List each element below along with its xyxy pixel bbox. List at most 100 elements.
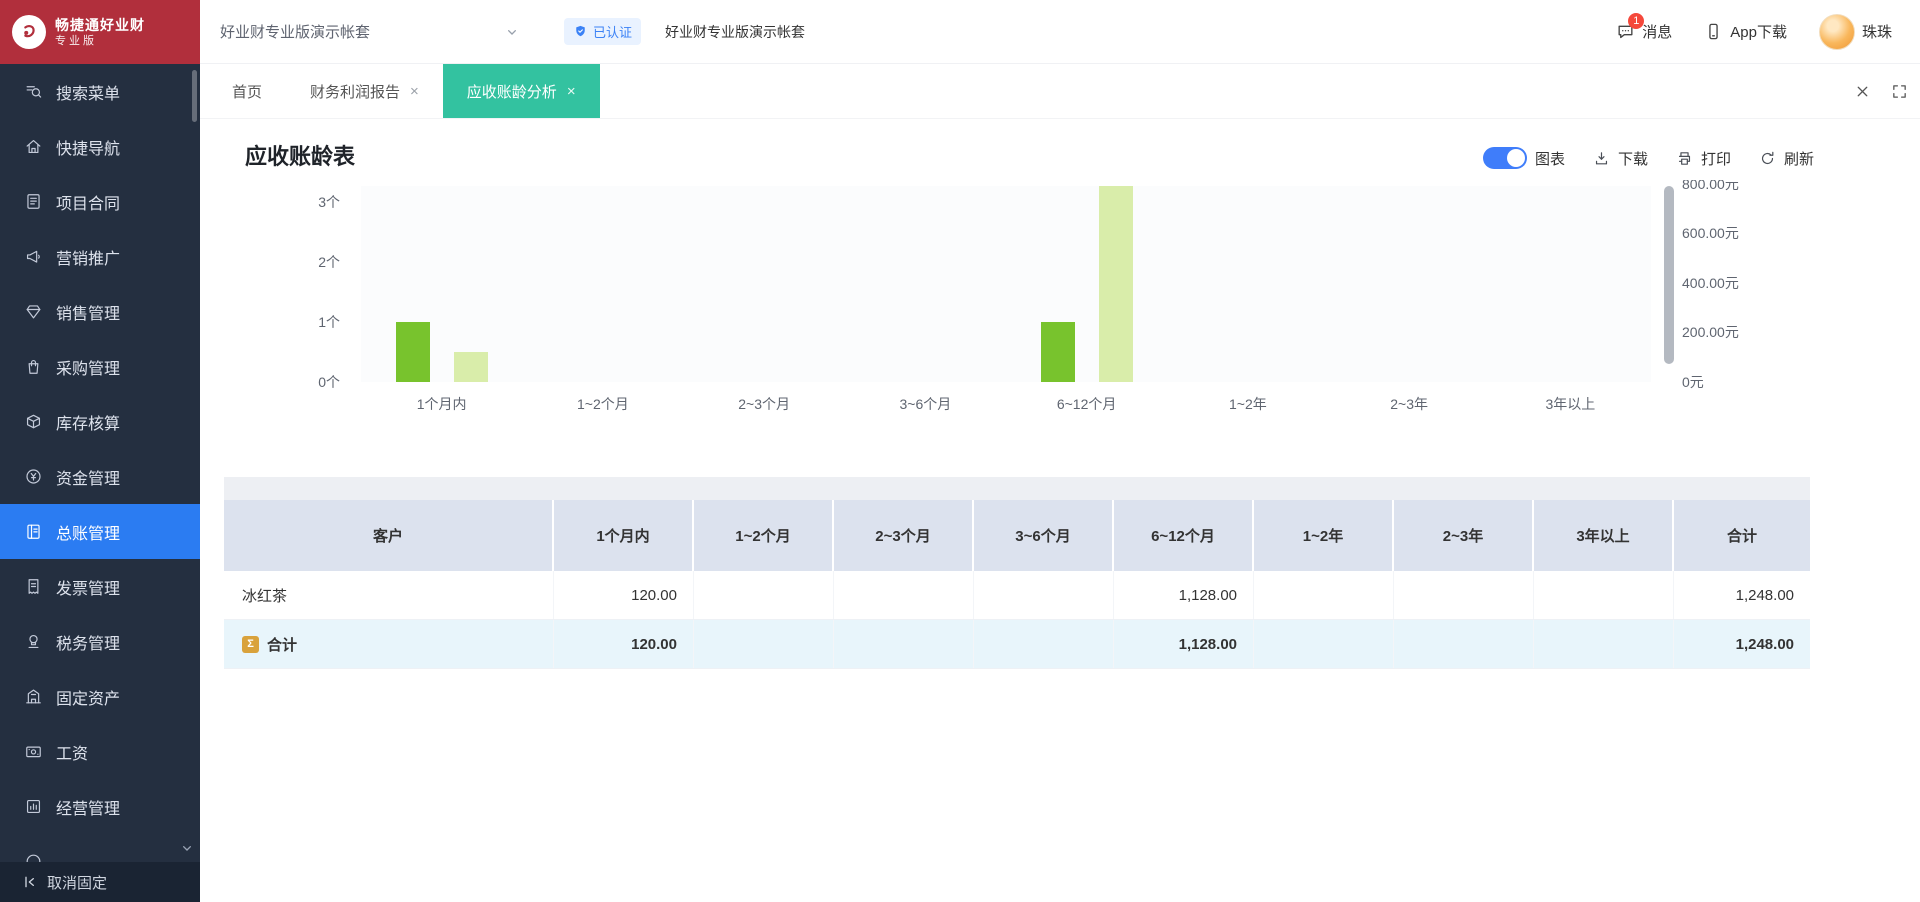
x-axis-label: 1个月内 bbox=[416, 396, 467, 412]
column-header: 2~3个月 bbox=[834, 500, 974, 571]
value-cell bbox=[1394, 571, 1534, 619]
chart-scrollbar-thumb[interactable] bbox=[1664, 186, 1674, 364]
download-button[interactable]: 下载 bbox=[1593, 148, 1648, 169]
chart-toggle-label: 图表 bbox=[1534, 150, 1565, 168]
table-body: 冰红茶 120.00 1,128.00 1,248.00 Σ 合计 120.00 1,128.… bbox=[224, 571, 1810, 669]
message-bubble-icon: 1 bbox=[1616, 13, 1645, 41]
tab-label: 财务利润报告 bbox=[310, 83, 401, 101]
value-cell bbox=[974, 571, 1114, 619]
sum-icon: Σ bbox=[242, 635, 259, 653]
x-axis-label: 3年以上 bbox=[1545, 396, 1596, 412]
contract-icon bbox=[24, 192, 43, 211]
certified-badge: 已认证 bbox=[564, 18, 642, 45]
search-icon bbox=[24, 82, 43, 101]
tab-bar: 首页 财务利润报告 × 应收账龄分析 × bbox=[200, 64, 1920, 119]
sidebar-scrollbar-thumb[interactable] bbox=[192, 70, 197, 122]
y-axis-left-tick: 0个 bbox=[318, 374, 340, 390]
column-header: 6~12个月 bbox=[1114, 500, 1254, 571]
column-header: 3年以上 bbox=[1534, 500, 1674, 571]
print-button[interactable]: 打印 bbox=[1676, 148, 1731, 169]
total-value-cell bbox=[1534, 620, 1674, 668]
app-download-label: App下载 bbox=[1730, 24, 1787, 41]
messages-button[interactable]: 1 消息 bbox=[1616, 13, 1673, 42]
tab-label: 首页 bbox=[232, 83, 263, 101]
account-switcher-dropdown[interactable]: 好业财专业版演示帐套 bbox=[220, 21, 520, 42]
sidebar-item-12[interactable]: 工资 bbox=[0, 724, 200, 779]
messages-label: 消息 bbox=[1642, 24, 1673, 41]
total-label: 合计 bbox=[267, 636, 298, 654]
sidebar-item-5[interactable]: 采购管理 bbox=[0, 339, 200, 394]
sidebar-item-label: 销售管理 bbox=[56, 305, 121, 323]
x-axis-label: 2~3年 bbox=[1390, 396, 1428, 412]
x-axis-label: 1~2个月 bbox=[577, 396, 629, 412]
app-download-button[interactable]: App下载 bbox=[1704, 21, 1787, 42]
total-value-cell bbox=[1254, 620, 1394, 668]
value-cell bbox=[1254, 571, 1394, 619]
fullscreen-icon[interactable] bbox=[1891, 83, 1908, 100]
column-header: 2~3年 bbox=[1394, 500, 1534, 571]
value-cell: 120.00 bbox=[554, 571, 694, 619]
sidebar-item-1[interactable]: 快捷导航 bbox=[0, 119, 200, 174]
sidebar-item-label: 资金管理 bbox=[56, 470, 121, 488]
sidebar-item-4[interactable]: 销售管理 bbox=[0, 284, 200, 339]
column-header: 1~2年 bbox=[1254, 500, 1394, 571]
toggle-switch-on[interactable] bbox=[1482, 147, 1527, 169]
user-name: 珠珠 bbox=[1861, 24, 1892, 41]
sidebar-item-10[interactable]: 税务管理 bbox=[0, 614, 200, 669]
sidebar-item-11[interactable]: 固定资产 bbox=[0, 669, 200, 724]
circle-icon bbox=[24, 852, 43, 862]
close-icon[interactable] bbox=[1854, 83, 1871, 100]
value-cell bbox=[834, 571, 974, 619]
sidebar-item-2[interactable]: 项目合同 bbox=[0, 174, 200, 229]
download-label: 下载 bbox=[1617, 150, 1648, 168]
table-row[interactable]: 冰红茶 120.00 1,128.00 1,248.00 bbox=[224, 571, 1810, 620]
value-cell bbox=[1534, 571, 1674, 619]
tab-2-active[interactable]: 应收账龄分析 × bbox=[442, 64, 600, 118]
total-value-cell bbox=[834, 620, 974, 668]
sidebar-scroll-down-icon[interactable] bbox=[179, 840, 195, 856]
sidebar-item-7[interactable]: 资金管理 bbox=[0, 449, 200, 504]
sidebar: 畅捷通好业财 专业版 搜索菜单 快捷导航 项目合同 营销推广 销售管理 采购管理 库存核算资… bbox=[0, 0, 200, 902]
refresh-icon bbox=[1759, 150, 1776, 167]
section-divider bbox=[224, 477, 1810, 500]
tab-close-icon[interactable]: × bbox=[566, 82, 576, 100]
account-switcher-label: 好业财专业版演示帐套 bbox=[220, 24, 371, 41]
sidebar-item-label: 库存核算 bbox=[56, 415, 121, 433]
assets-icon bbox=[24, 687, 43, 706]
sidebar-item-partial[interactable] bbox=[0, 834, 200, 862]
sidebar-item-0[interactable]: 搜索菜单 bbox=[0, 64, 200, 119]
user-menu[interactable]: 珠珠 bbox=[1818, 13, 1892, 50]
total-value-cell: 1,128.00 bbox=[1114, 620, 1254, 668]
tab-close-icon[interactable]: × bbox=[410, 82, 419, 100]
bar-amount bbox=[453, 352, 488, 382]
sidebar-item-label: 快捷导航 bbox=[56, 140, 121, 158]
brand-subtitle: 专业版 bbox=[55, 35, 97, 47]
sidebar-menu: 搜索菜单快捷导航项目合同营销推广销售管理采购管理库存核算资金管理总账管理发票管理… bbox=[0, 64, 200, 862]
y-axis-left-tick: 2个 bbox=[318, 254, 340, 270]
sidebar-item-8[interactable]: 总账管理 bbox=[0, 504, 200, 559]
y-axis-left-tick: 1个 bbox=[318, 314, 340, 330]
y-axis-right-tick: 800.00元 bbox=[1682, 180, 1739, 192]
tab-1[interactable]: 财务利润报告 × bbox=[286, 64, 443, 118]
chart-plot bbox=[361, 186, 1651, 382]
sidebar-item-6[interactable]: 库存核算 bbox=[0, 394, 200, 449]
unpin-sidebar-button[interactable]: 取消固定 bbox=[0, 862, 200, 902]
customer-cell: 冰红茶 bbox=[224, 571, 554, 619]
sidebar-item-label: 发票管理 bbox=[56, 580, 121, 598]
download-icon bbox=[1593, 150, 1610, 167]
aging-table: 客户 1个月内 1~2个月 2~3个月 3~6个月 6~12个月 1~2年 2~3年 3年以上合… bbox=[224, 500, 1810, 669]
column-header: 1个月内 bbox=[554, 500, 694, 571]
chart-area: 1个月内 1~2个月 2~3个月 3~6个月 6~12个月 1~2年 2~3年 3年以上 0个 1… bbox=[200, 180, 1920, 420]
sidebar-item-3[interactable]: 营销推广 bbox=[0, 229, 200, 284]
refresh-button[interactable]: 刷新 bbox=[1759, 148, 1814, 169]
sidebar-item-label: 项目合同 bbox=[56, 195, 121, 213]
sidebar-item-13[interactable]: 经营管理 bbox=[0, 779, 200, 834]
bar-count bbox=[395, 322, 430, 382]
sidebar-item-9[interactable]: 发票管理 bbox=[0, 559, 200, 614]
x-axis-label: 1~2年 bbox=[1229, 396, 1267, 412]
value-cell bbox=[694, 571, 834, 619]
column-header: 合计 bbox=[1726, 528, 1757, 545]
chart-toggle[interactable]: 图表 bbox=[1482, 147, 1565, 169]
tab-0[interactable]: 首页 bbox=[208, 64, 286, 118]
